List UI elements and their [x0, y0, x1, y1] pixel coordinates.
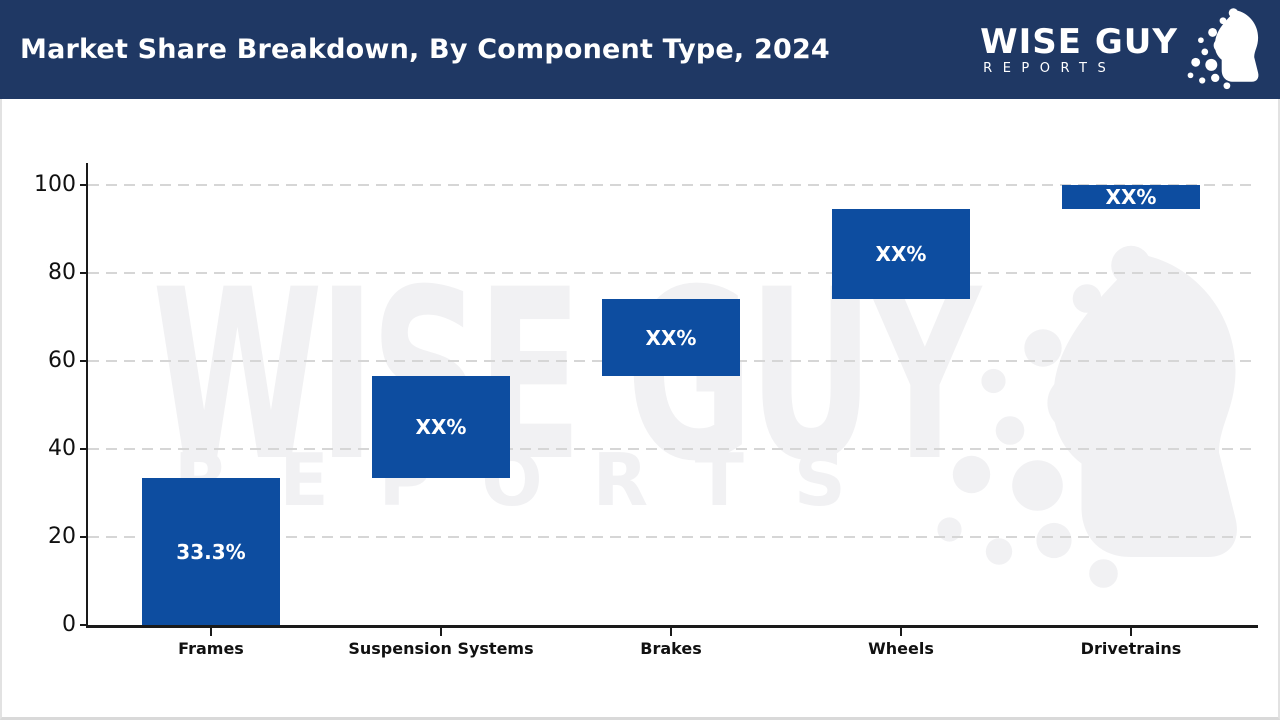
y-axis-tick — [80, 184, 88, 186]
x-axis-category-label: Brakes — [640, 639, 702, 658]
bar-value-label: XX% — [875, 242, 927, 267]
x-axis-category-label: Suspension Systems — [348, 639, 534, 658]
x-axis-category-label: Frames — [178, 639, 244, 658]
y-axis-tick-label: 60 — [48, 348, 76, 373]
y-axis-tick — [80, 624, 88, 626]
brand-subname: REPORTS — [983, 60, 1117, 76]
gridline — [88, 184, 1256, 186]
bar-suspension-systems: XX% — [372, 376, 510, 479]
brand-logo-text: WISE GUY REPORTS — [980, 25, 1178, 75]
x-axis-tick — [1130, 628, 1132, 636]
x-axis-line — [86, 625, 1258, 628]
y-axis-tick-label: 0 — [62, 612, 76, 637]
bar-value-label: XX% — [1105, 185, 1157, 210]
bar-brakes: XX% — [602, 299, 740, 377]
y-axis-tick — [80, 360, 88, 362]
x-axis-tick — [210, 628, 212, 636]
y-axis-tick-label: 100 — [34, 172, 76, 197]
y-axis-tick-label: 40 — [48, 436, 76, 461]
gridline — [88, 536, 1256, 538]
y-axis-tick-label: 20 — [48, 524, 76, 549]
y-axis-tick — [80, 272, 88, 274]
bar-wheels: XX% — [832, 209, 970, 300]
page-title: Market Share Breakdown, By Component Typ… — [20, 34, 830, 65]
x-axis-category-label: Wheels — [868, 639, 934, 658]
x-axis-tick — [670, 628, 672, 636]
brand-logo: WISE GUY REPORTS — [980, 5, 1262, 95]
bar-value-label: XX% — [415, 415, 467, 440]
y-axis-tick — [80, 536, 88, 538]
y-axis-tick-label: 80 — [48, 260, 76, 285]
brand-name: WISE GUY — [980, 21, 1178, 62]
gridline — [88, 448, 1256, 450]
wiseguy-face-icon — [1184, 5, 1262, 95]
gridline — [88, 272, 1256, 274]
x-axis-tick — [440, 628, 442, 636]
bar-frames: 33.3% — [142, 478, 280, 625]
bar-value-label: 33.3% — [176, 539, 246, 564]
header-bar: Market Share Breakdown, By Component Typ… — [0, 0, 1280, 99]
x-axis-category-label: Drivetrains — [1080, 639, 1182, 658]
watermark-face-icon — [922, 179, 1252, 653]
x-axis-tick — [900, 628, 902, 636]
y-axis-line — [86, 163, 88, 627]
bar-value-label: XX% — [645, 325, 697, 350]
y-axis-tick — [80, 448, 88, 450]
bar-drivetrains: XX% — [1062, 185, 1200, 210]
